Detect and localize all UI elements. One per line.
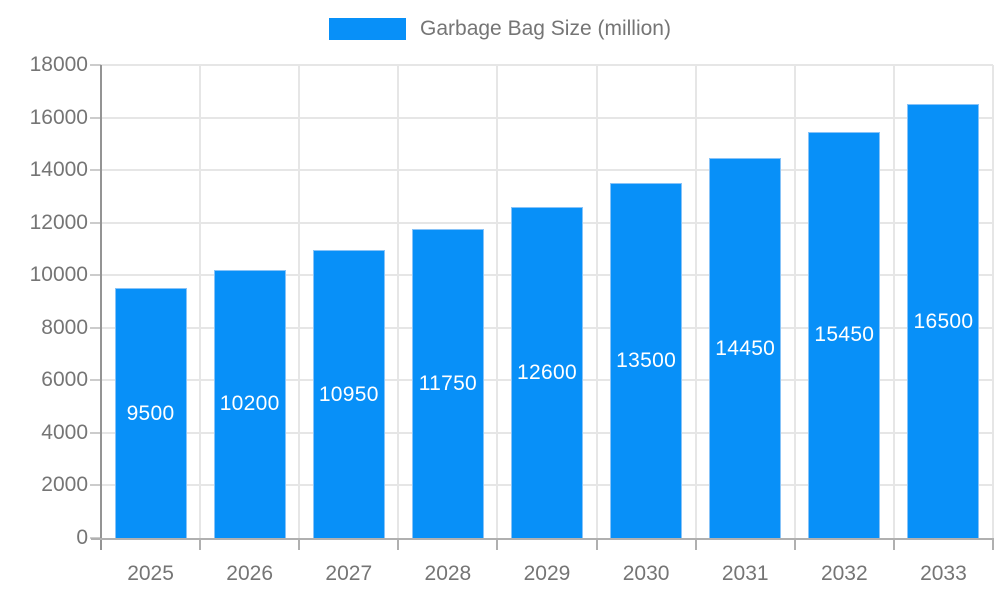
bar-value-label: 11750 — [418, 372, 478, 396]
y-axis-tick — [90, 116, 101, 119]
y-axis-label: 16000 — [29, 105, 88, 129]
y-axis-label: 4000 — [41, 420, 88, 444]
y-axis-tick — [90, 484, 101, 487]
chart-legend: Garbage Bag Size (million) — [0, 17, 1000, 41]
x-gridline — [793, 65, 796, 538]
x-axis-tick — [199, 538, 202, 550]
x-gridline — [694, 65, 697, 538]
x-axis-label: 2029 — [523, 562, 571, 585]
bar-2029: 12600 — [511, 206, 583, 538]
y-axis-tick — [90, 379, 101, 382]
y-axis-tick — [90, 326, 101, 329]
x-axis-line — [91, 538, 994, 540]
x-axis-label: 2026 — [226, 562, 274, 585]
x-axis-label: 2032 — [820, 562, 868, 585]
x-gridline — [992, 65, 994, 538]
x-axis-label: 2031 — [721, 562, 769, 585]
bar-2032: 15450 — [808, 132, 881, 538]
bar-value-label: 14450 — [715, 336, 776, 360]
y-axis-tick — [90, 221, 101, 224]
bar-value-label: 15450 — [814, 323, 875, 347]
bar-2025: 9500 — [114, 288, 187, 538]
bar-value-label: 9500 — [126, 401, 175, 425]
x-axis-tick — [793, 538, 796, 550]
x-axis-label: 2025 — [127, 562, 174, 585]
y-axis-label: 10000 — [29, 263, 88, 287]
y-axis-tick — [90, 274, 101, 277]
bar-value-label: 12600 — [517, 360, 577, 384]
legend-swatch-icon — [329, 18, 407, 40]
x-gridline — [397, 65, 400, 538]
bar-value-label: 10950 — [318, 382, 379, 406]
y-axis-label: 0 — [76, 526, 88, 549]
y-axis-label: 8000 — [41, 315, 88, 339]
y-axis-label: 18000 — [29, 53, 88, 76]
x-axis-label: 2033 — [920, 562, 967, 585]
x-gridline — [496, 65, 499, 538]
bar-value-label: 16500 — [913, 309, 974, 333]
x-axis-tick — [694, 538, 697, 550]
y-gridline — [101, 64, 993, 66]
legend-label: Garbage Bag Size (million) — [420, 17, 671, 40]
bar-2027: 10950 — [312, 250, 385, 538]
x-axis-label: 2030 — [622, 562, 670, 585]
x-gridline — [595, 65, 598, 538]
x-gridline — [892, 65, 895, 538]
y-gridline — [101, 169, 993, 172]
y-axis-tick — [90, 169, 101, 172]
x-axis-tick — [496, 538, 499, 550]
y-axis-tick — [90, 431, 101, 434]
x-axis-label: 2028 — [424, 562, 472, 585]
x-axis-tick — [298, 538, 301, 550]
bar-2033: 16500 — [907, 104, 980, 538]
bar-2028: 11750 — [411, 229, 484, 538]
y-axis-label: 2000 — [41, 473, 88, 497]
y-axis-label: 14000 — [29, 158, 88, 182]
x-axis-tick — [892, 538, 895, 550]
x-axis-tick — [992, 538, 994, 550]
bar-2031: 14450 — [709, 158, 782, 538]
x-axis-tick — [595, 538, 598, 550]
x-axis-tick — [397, 538, 400, 550]
y-axis-tick — [90, 64, 101, 66]
bar-2026: 10200 — [213, 269, 286, 538]
x-gridline — [199, 65, 202, 538]
bar-value-label: 10200 — [219, 392, 280, 416]
x-axis-label: 2027 — [325, 562, 373, 585]
y-axis-label: 6000 — [41, 368, 88, 392]
bar-2030: 13500 — [610, 183, 683, 538]
y-gridline — [101, 116, 993, 119]
x-gridline — [298, 65, 301, 538]
y-axis-label: 12000 — [29, 210, 88, 234]
y-axis-line — [100, 65, 102, 550]
bar-value-label: 13500 — [616, 349, 677, 373]
